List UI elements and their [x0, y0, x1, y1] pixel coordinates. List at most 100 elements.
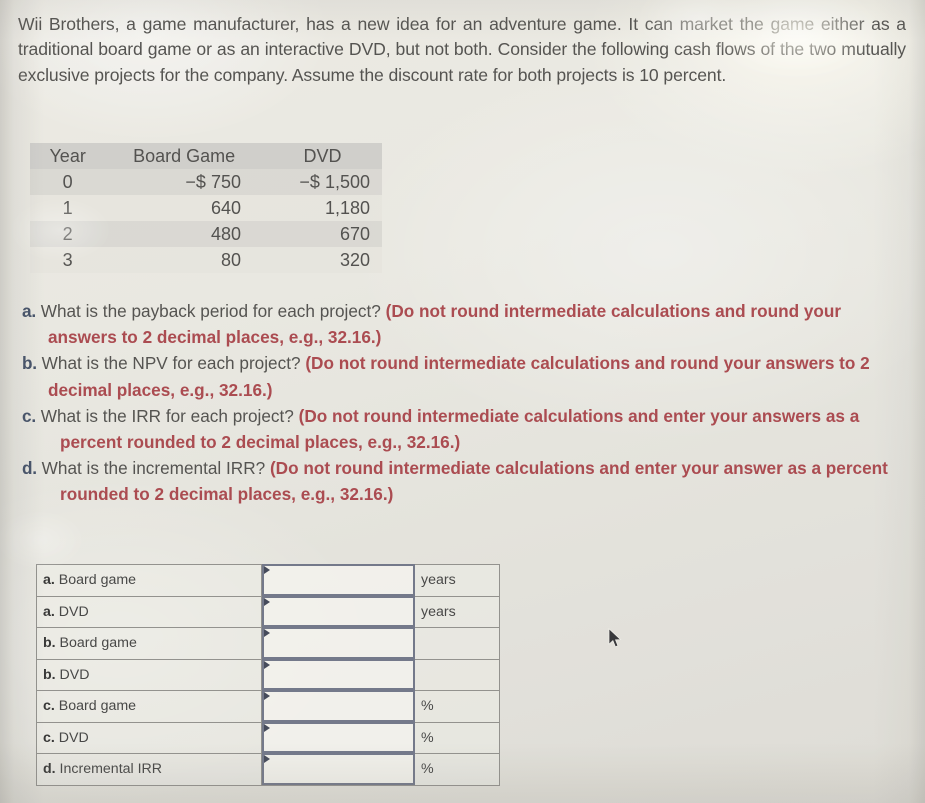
text-cursor-icon — [264, 629, 270, 637]
question-stem-b: What is the NPV for each project? — [41, 353, 306, 374]
text-cursor-icon — [264, 660, 270, 669]
answer-input-b-dvd[interactable] — [262, 658, 415, 690]
answer-unit-c-board-game: % — [414, 690, 500, 723]
answer-row-b-board-game: b. Board game — [36, 627, 500, 660]
question-list: a. What is the payback period for each p… — [22, 298, 912, 508]
question-item-b: b. What is the NPV for each project? (Do… — [22, 350, 912, 402]
answer-table-body: a. Board game years a. DVD — [36, 564, 500, 786]
text-cursor-icon — [264, 566, 270, 574]
answer-input-cell-a-board-game[interactable] — [261, 564, 415, 597]
question-item-a: a. What is the payback period for each p… — [22, 298, 912, 350]
question-stem-d: What is the incremental IRR? — [41, 458, 270, 479]
problem-statement: Wii Brothers, a game manufacturer, has a… — [18, 14, 906, 85]
answer-label-a-dvd: a. DVD — [36, 595, 262, 628]
answer-unit-d-incremental-irr: % — [414, 753, 500, 786]
answer-row-a-dvd: a. DVD years — [36, 595, 500, 628]
answer-input-d-incremental-irr[interactable] — [262, 753, 415, 785]
unit-label: % — [421, 761, 434, 778]
table-row: 2 480 670 — [30, 221, 382, 247]
cell-year: 2 — [62, 224, 73, 244]
answer-input-cell-c-dvd[interactable] — [261, 721, 415, 754]
answer-input-b-board-game[interactable] — [262, 627, 415, 659]
cash-flow-table-header: Year Board Game DVD — [30, 143, 382, 169]
question-item-d: d. What is the incremental IRR? (Do not … — [22, 455, 912, 507]
answer-label-c-dvd: c. DVD — [36, 721, 262, 754]
cell-year: 1 — [62, 198, 73, 218]
answer-row-text: DVD — [54, 729, 89, 746]
question-stem-a: What is the payback period for each proj… — [40, 301, 386, 321]
answer-row-text: DVD — [55, 666, 90, 683]
question-letter-b: b. — [22, 353, 37, 374]
answer-row-text: Incremental IRR — [55, 761, 163, 778]
answer-row-letter: c. — [43, 729, 55, 746]
answer-row-b-dvd: b. DVD — [36, 658, 500, 691]
answer-row-text: Board game — [55, 635, 137, 652]
answer-label-a-board-game: a. Board game — [36, 564, 262, 597]
answer-row-a-board-game: a. Board game years — [36, 564, 500, 597]
column-header-year: Year — [49, 146, 86, 166]
answer-unit-a-dvd: years — [414, 595, 500, 628]
answer-entry-table: a. Board game years a. DVD — [36, 564, 500, 786]
answer-input-c-board-game[interactable] — [262, 690, 415, 722]
answer-unit-b-board-game — [414, 627, 500, 660]
answer-label-d-incremental-irr: d. Incremental IRR — [36, 753, 262, 786]
cell-dvd: 1,180 — [324, 198, 370, 218]
question-letter-d: d. — [22, 458, 37, 479]
answer-row-letter: b. — [43, 635, 56, 652]
mouse-pointer-arrow-icon — [608, 627, 624, 650]
answer-row-text: Board game — [54, 572, 137, 589]
answer-row-letter: b. — [43, 666, 56, 683]
answer-input-cell-d-incremental-irr[interactable] — [261, 753, 415, 786]
cash-flow-table-body: 0 −$ 750 −$ 1,500 1 640 1,180 2 480 670 … — [30, 169, 382, 273]
unit-label: years — [421, 572, 456, 589]
table-row: 0 −$ 750 −$ 1,500 — [30, 169, 382, 195]
answer-input-cell-a-dvd[interactable] — [261, 595, 415, 628]
cell-year: 3 — [62, 250, 73, 270]
answer-row-letter: c. — [43, 698, 55, 715]
table-header-row: Year Board Game DVD — [30, 143, 382, 169]
cell-board-game: 480 — [210, 224, 241, 244]
answer-unit-a-board-game: years — [414, 564, 500, 597]
answer-input-cell-b-dvd[interactable] — [261, 658, 415, 691]
answer-label-b-board-game: b. Board game — [36, 627, 262, 660]
text-cursor-icon — [264, 755, 270, 763]
cell-dvd: 670 — [339, 224, 370, 244]
answer-row-d-incremental-irr: d. Incremental IRR % — [36, 753, 500, 786]
answer-row-c-board-game: c. Board game % — [36, 690, 500, 723]
column-header-board-game: Board Game — [133, 146, 236, 166]
answer-input-cell-c-board-game[interactable] — [261, 690, 415, 723]
answer-unit-c-dvd: % — [414, 721, 500, 754]
cell-year: 0 — [62, 172, 73, 192]
column-header-dvd: DVD — [303, 146, 342, 166]
unit-label: years — [421, 603, 456, 620]
table-row: 3 80 320 — [30, 247, 382, 273]
answer-row-c-dvd: c. DVD % — [36, 721, 500, 754]
answer-label-c-board-game: c. Board game — [36, 690, 262, 723]
text-cursor-icon — [264, 723, 270, 732]
cell-board-game: −$ 750 — [185, 172, 241, 192]
answer-row-letter: a. — [43, 572, 55, 589]
cash-flow-table: Year Board Game DVD 0 −$ 750 −$ 1,500 1 … — [30, 143, 382, 273]
table-row: 1 640 1,180 — [30, 195, 382, 221]
unit-label: % — [421, 698, 434, 715]
answer-row-letter: a. — [43, 603, 55, 620]
answer-label-b-dvd: b. DVD — [36, 658, 262, 691]
answer-input-c-dvd[interactable] — [262, 721, 415, 753]
question-letter-a: a. — [22, 301, 36, 321]
answer-input-a-dvd[interactable] — [262, 595, 415, 627]
question-item-c: c. What is the IRR for each project? (Do… — [22, 403, 912, 455]
cell-dvd: 320 — [339, 250, 370, 270]
question-letter-c: c. — [22, 405, 36, 426]
text-cursor-icon — [264, 692, 270, 700]
text-cursor-icon — [264, 597, 270, 606]
answer-row-letter: d. — [43, 761, 56, 778]
answer-row-text: Board game — [54, 698, 137, 715]
answer-row-text: DVD — [54, 603, 89, 620]
question-stem-c: What is the IRR for each project? — [40, 405, 299, 426]
unit-label: % — [421, 729, 434, 746]
answer-input-cell-b-board-game[interactable] — [261, 627, 415, 660]
answer-input-a-board-game[interactable] — [262, 564, 415, 596]
cell-dvd: −$ 1,500 — [299, 172, 370, 192]
